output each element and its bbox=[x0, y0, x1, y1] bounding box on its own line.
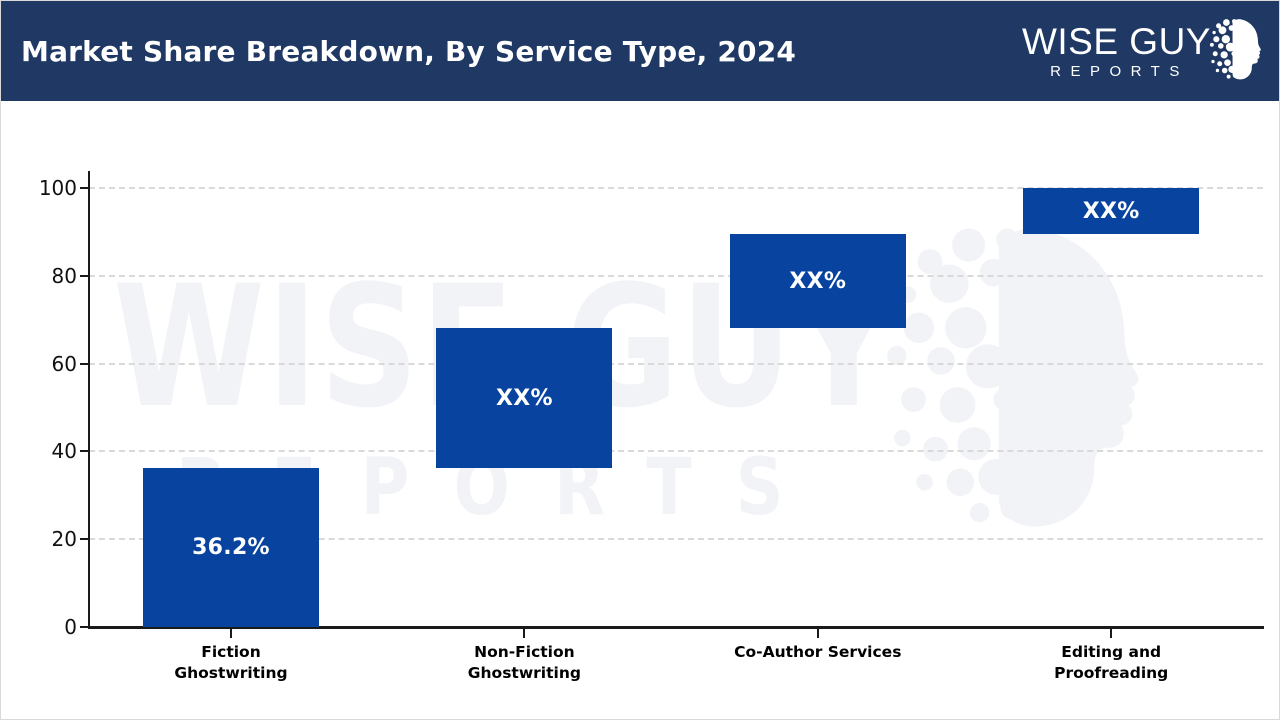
wiseguy-face-icon bbox=[1209, 18, 1261, 79]
gridline bbox=[89, 450, 1263, 453]
y-tick-label: 20 bbox=[51, 527, 77, 552]
x-axis-label: Fiction Ghostwriting bbox=[174, 643, 288, 682]
y-tick-label: 60 bbox=[51, 351, 77, 376]
bar-value-label: XX% bbox=[789, 268, 847, 294]
x-tick-mark bbox=[816, 629, 819, 638]
x-axis-label: Editing and Proofreading bbox=[1054, 643, 1169, 682]
y-tick-label: 0 bbox=[64, 615, 77, 639]
bar-value-label: XX% bbox=[495, 385, 553, 411]
gridline bbox=[89, 274, 1263, 277]
y-tick-mark bbox=[80, 187, 89, 189]
y-tick-label: 100 bbox=[38, 176, 77, 200]
y-axis-line bbox=[88, 171, 90, 628]
bar-editing-and-proofreading: XX% bbox=[1023, 188, 1200, 235]
bar-value-label: XX% bbox=[1082, 198, 1140, 224]
y-tick-mark bbox=[80, 362, 89, 365]
gridline bbox=[89, 187, 1263, 189]
y-tick-label: 80 bbox=[51, 263, 77, 288]
x-tick-mark bbox=[523, 629, 526, 638]
x-tick-mark bbox=[230, 629, 232, 638]
page-title: Market Share Breakdown, By Service Type,… bbox=[21, 34, 797, 68]
gridline bbox=[89, 362, 1263, 365]
gridline bbox=[89, 538, 1263, 541]
x-tick-mark bbox=[1110, 629, 1113, 638]
x-axis-line bbox=[88, 626, 1264, 629]
brand-wordmark: WISE GUY bbox=[1021, 21, 1211, 62]
bar-value-label: 36.2% bbox=[192, 535, 270, 561]
bar-fiction-ghostwriting: 36.2% bbox=[143, 468, 319, 627]
header: Market Share Breakdown, By Service Type,… bbox=[1, 1, 1279, 101]
y-tick-mark bbox=[80, 450, 89, 453]
y-tick-label: 40 bbox=[51, 439, 77, 464]
y-tick-mark bbox=[80, 274, 89, 277]
brand-logo: WISE GUY REPORTS bbox=[1022, 18, 1265, 85]
y-tick-mark bbox=[80, 538, 89, 541]
bar-co-author-services: XX% bbox=[729, 234, 906, 329]
x-axis-label: Co-Author Services bbox=[734, 643, 902, 661]
bar-non-fiction-ghostwriting: XX% bbox=[436, 328, 613, 469]
x-axis-label: Non-Fiction Ghostwriting bbox=[467, 643, 581, 682]
brand-wordmark-block: WISE GUY REPORTS bbox=[1022, 23, 1211, 79]
brand-subtext: REPORTS bbox=[1050, 63, 1189, 80]
y-tick-mark bbox=[80, 626, 89, 628]
